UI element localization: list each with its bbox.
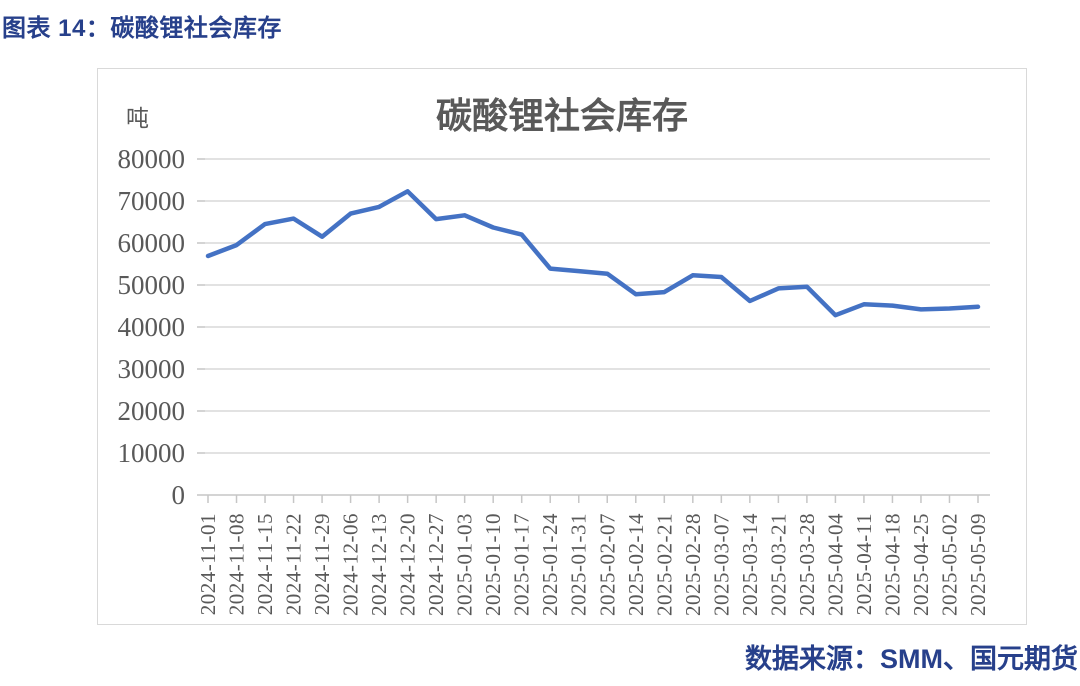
chart-title: 碳酸锂社会库存 <box>435 96 688 136</box>
x-axis-labels: 2024-11-01 2024-11-08 2024-11-15 2024-11-22… <box>196 513 990 616</box>
x-tick-label: 2025-03-14 <box>738 513 762 616</box>
x-tick-label: 2025-01-03 <box>453 513 477 616</box>
x-tick-label: 2025-03-07 <box>709 513 733 616</box>
x-tick-label: 2025-02-07 <box>595 513 619 616</box>
x-tick-label: 2025-04-11 <box>852 513 876 615</box>
x-tick-label: 2025-03-21 <box>766 513 790 616</box>
line-chart-plot: 0 10000 20000 30000 40000 50000 60000 70000 8000… <box>118 144 990 616</box>
x-tick-label: 2024-12-06 <box>339 513 363 616</box>
y-tick-label: 80000 <box>118 144 186 174</box>
y-gridlines <box>205 158 990 454</box>
x-tick-label: 2024-11-08 <box>225 513 249 615</box>
y-tick-label: 40000 <box>118 312 186 342</box>
y-tick-label: 60000 <box>118 228 186 258</box>
x-tick-label: 2025-02-28 <box>681 513 705 616</box>
x-axis <box>205 494 990 503</box>
x-tick-label: 2025-03-28 <box>795 513 819 616</box>
y-axis-ticks <box>197 158 205 496</box>
figure-caption: 图表 14：碳酸锂社会库存 <box>2 15 282 42</box>
y-tick-label: 70000 <box>118 186 186 216</box>
x-tick-label: 2025-04-25 <box>909 513 933 616</box>
x-tick-label: 2025-01-31 <box>567 513 591 616</box>
x-tick-label: 2025-05-02 <box>937 513 961 616</box>
x-tick-label: 2025-01-17 <box>510 513 534 616</box>
x-tick-label: 2025-05-09 <box>966 513 990 616</box>
x-tick-label: 2024-11-01 <box>196 513 220 615</box>
y-tick-label: 50000 <box>118 270 186 300</box>
x-tick-label: 2025-01-10 <box>481 513 505 616</box>
y-tick-label: 0 <box>172 480 186 510</box>
series-line-inventory <box>205 189 981 318</box>
y-axis-labels: 0 10000 20000 30000 40000 50000 60000 70000 8000… <box>118 144 186 510</box>
y-tick-label: 10000 <box>118 438 186 468</box>
x-tick-label: 2024-11-22 <box>282 513 306 615</box>
x-tick-label: 2025-02-21 <box>652 513 676 616</box>
y-tick-label: 30000 <box>118 354 186 384</box>
x-tick-label: 2025-04-18 <box>880 513 904 616</box>
x-tick-label: 2024-11-29 <box>310 513 334 615</box>
y-axis-unit-label: 吨 <box>126 106 149 131</box>
x-tick-label: 2025-01-24 <box>538 513 562 616</box>
chart-card: 吨 碳酸锂社会库存 0 10000 20000 30000 40000 50000 6000… <box>97 68 1027 625</box>
x-tick-label: 2024-11-15 <box>253 513 277 615</box>
x-tick-label: 2025-04-04 <box>823 513 847 616</box>
y-tick-label: 20000 <box>118 396 186 426</box>
x-tick-label: 2024-12-13 <box>367 513 391 616</box>
data-source-note: 数据来源：SMM、国元期货 <box>745 644 1078 674</box>
x-tick-label: 2024-12-20 <box>396 513 420 616</box>
x-tick-label: 2024-12-27 <box>424 513 448 616</box>
x-tick-label: 2025-02-14 <box>624 513 648 616</box>
